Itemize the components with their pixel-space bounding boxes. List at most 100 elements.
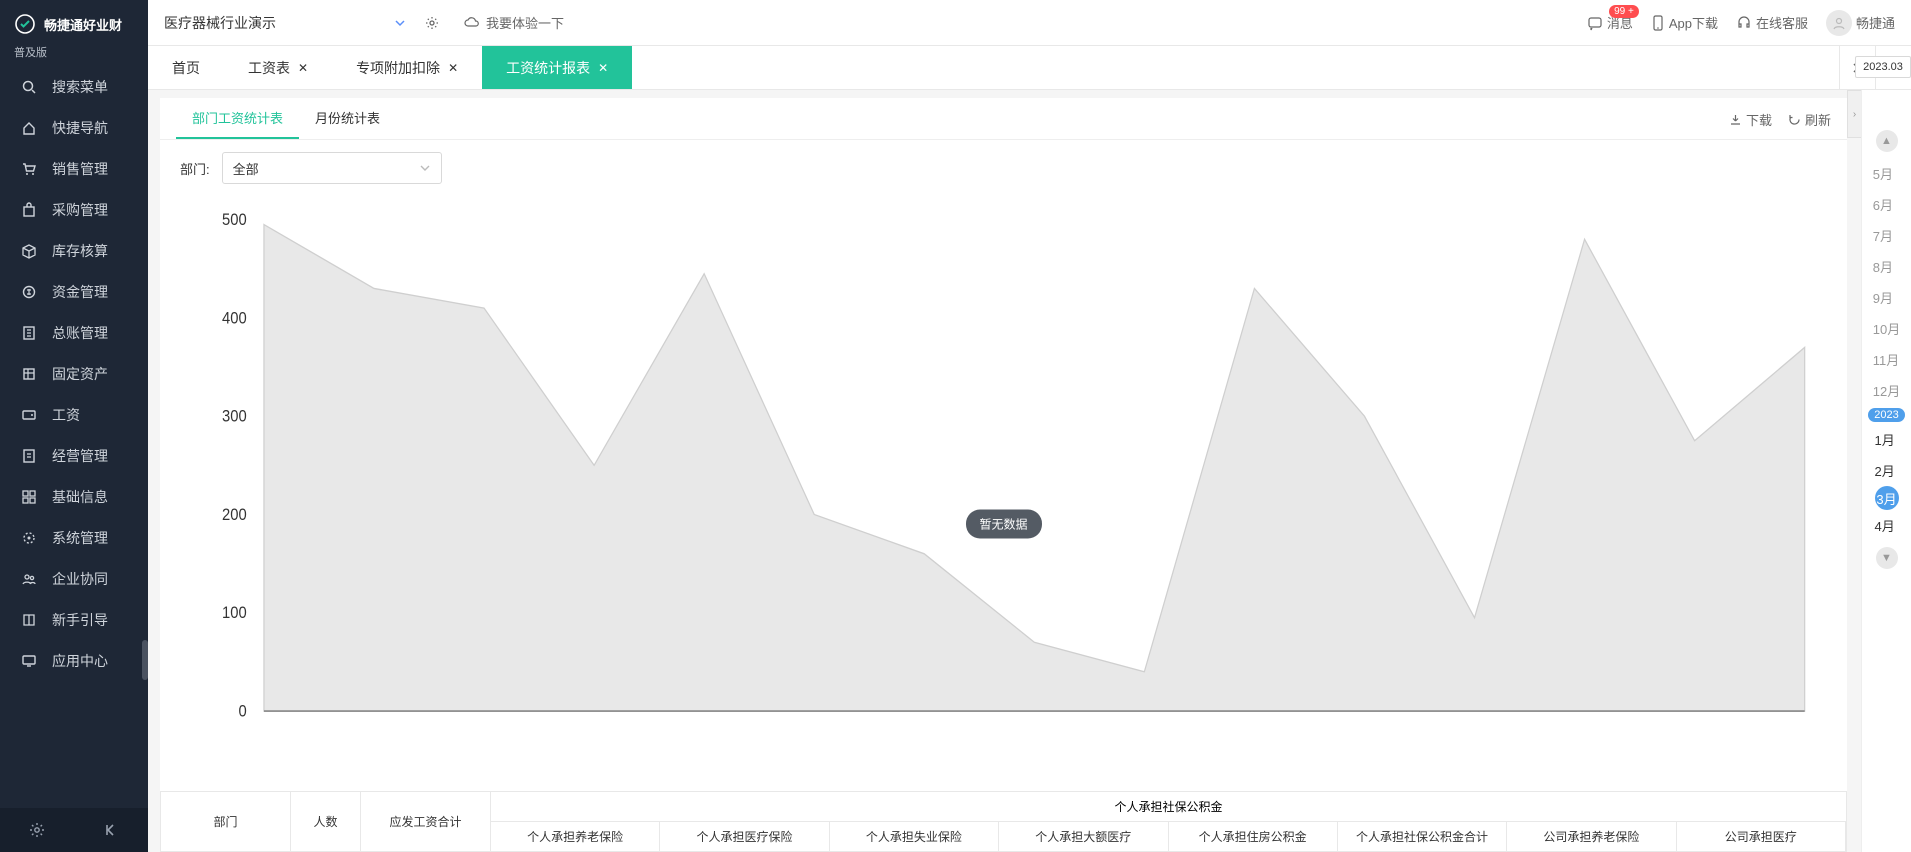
org-selector[interactable]: 医疗器械行业演示 [164,13,406,33]
ledger-icon [20,324,38,342]
sidebar-item-label: 销售管理 [52,159,108,179]
subtab-0[interactable]: 部门工资统计表 [176,98,299,139]
tab-0[interactable]: 首页 [148,46,224,89]
sidebar-item-label: 企业协同 [52,569,108,589]
period-tag[interactable]: 2023.03 [1855,56,1911,78]
th-subcell-4: 个人承担住房公积金 [1169,822,1338,852]
sidebar-item-10[interactable]: 基础信息 [0,476,148,517]
sidebar-item-2[interactable]: 销售管理 [0,148,148,189]
sidebar-item-label: 工资 [52,405,80,425]
sidebar-item-8[interactable]: 工资 [0,394,148,435]
team-icon [20,570,38,588]
tab-label: 首页 [172,58,200,78]
sidebar-item-4[interactable]: 库存核算 [0,230,148,271]
subtab-1[interactable]: 月份统计表 [299,98,396,139]
download-button[interactable]: 下载 [1729,110,1772,139]
chart-container: 0100200300400500 暂无数据 [160,196,1847,852]
th-subcell-6: 公司承担养老保险 [1507,822,1676,852]
th-cell-2: 应发工资合计 [361,792,491,852]
asset-icon [20,365,38,383]
sidebar-item-label: 经营管理 [52,446,108,466]
month-10月[interactable]: 10月 [1873,313,1900,344]
month-scroll-up[interactable]: ▲ [1876,130,1898,152]
month-1月[interactable]: 1月 [1875,424,1899,455]
month-5月[interactable]: 5月 [1873,158,1900,189]
tab-2[interactable]: 专项附加扣除✕ [332,46,482,89]
month-12月[interactable]: 12月 [1873,375,1900,406]
try-experience-button[interactable]: 我要体验一下 [464,13,564,32]
th-group: 个人承担社保公积金个人承担养老保险个人承担医疗保险个人承担失业保险个人承担大额医… [491,792,1846,852]
refresh-icon [1788,113,1801,126]
customer-service-button[interactable]: 在线客服 [1736,13,1808,32]
month-7月[interactable]: 7月 [1873,220,1900,251]
download-label: 下载 [1746,110,1772,129]
month-scroll-down[interactable]: ▼ [1876,547,1898,569]
svg-text:400: 400 [222,310,247,328]
sidebar-item-label: 资金管理 [52,282,108,302]
message-icon [1587,15,1603,31]
sidebar-item-13[interactable]: 新手引导 [0,599,148,640]
org-settings-icon[interactable] [424,15,440,31]
message-button[interactable]: 消息 99 + [1587,13,1633,32]
sidebar-item-12[interactable]: 企业协同 [0,558,148,599]
sidebar-item-5[interactable]: 资金管理 [0,271,148,312]
dept-filter-select[interactable]: 全部 [222,152,442,184]
salary-chart: 0100200300400500 [190,206,1817,752]
month-9月[interactable]: 9月 [1873,282,1900,313]
device-icon [20,652,38,670]
sidebar-item-label: 快捷导航 [52,118,108,138]
dept-filter-value: 全部 [233,159,259,178]
th-subcell-3: 个人承担大额医疗 [999,822,1168,852]
sidebar-item-11[interactable]: 系统管理 [0,517,148,558]
sidebar-item-label: 应用中心 [52,651,108,671]
close-icon[interactable]: ✕ [298,61,308,75]
month-11月[interactable]: 11月 [1873,344,1900,375]
tab-1[interactable]: 工资表✕ [224,46,332,89]
coin-icon [20,283,38,301]
collapse-sidebar-button[interactable] [74,808,148,852]
sidebar-item-1[interactable]: 快捷导航 [0,107,148,148]
box-icon [20,242,38,260]
svg-text:300: 300 [222,408,247,426]
sidebar-item-14[interactable]: 应用中心 [0,640,148,681]
chevron-down-icon [394,17,406,29]
gear-dash-icon [20,529,38,547]
report-panel: 部门工资统计表月份统计表 下载 刷新 部门: 全部 01002003004005… [160,98,1847,852]
sidebar-item-0[interactable]: 搜索菜单 [0,66,148,107]
user-menu[interactable]: 畅捷通 [1826,10,1895,36]
headset-icon [1736,15,1752,31]
sidebar-item-label: 总账管理 [52,323,108,343]
tabs-bar: 首页 工资表✕专项附加扣除✕工资统计报表✕ [148,46,1911,90]
sidebar-item-6[interactable]: 总账管理 [0,312,148,353]
month-rail-expand[interactable]: › [1847,90,1861,138]
svg-text:500: 500 [222,211,247,229]
sidebar: 畅捷通好业财 普及版 搜索菜单快捷导航销售管理采购管理库存核算资金管理总账管理固… [0,0,148,852]
home-icon [20,119,38,137]
download-icon [1729,113,1742,126]
month-8月[interactable]: 8月 [1873,251,1900,282]
month-3月[interactable]: 3月 [1875,486,1899,510]
month-4月[interactable]: 4月 [1875,510,1899,541]
month-6月[interactable]: 6月 [1873,189,1900,220]
tab-3[interactable]: 工资统计报表✕ [482,46,632,89]
sidebar-item-label: 采购管理 [52,200,108,220]
table-header: 部门人数应发工资合计个人承担社保公积金个人承担养老保险个人承担医疗保险个人承担失… [160,791,1847,852]
doc-icon [20,447,38,465]
close-icon[interactable]: ✕ [448,61,458,75]
header-actions: 消息 99 + App下载 在线客服 畅捷通 [1587,10,1895,36]
subtabs-row: 部门工资统计表月份统计表 下载 刷新 [160,98,1847,140]
sidebar-item-7[interactable]: 固定资产 [0,353,148,394]
month-2月[interactable]: 2月 [1875,455,1899,486]
sidebar-item-3[interactable]: 采购管理 [0,189,148,230]
search-icon [20,78,38,96]
sidebar-item-9[interactable]: 经营管理 [0,435,148,476]
logo-icon [14,13,36,35]
cart-icon [20,160,38,178]
brand-edition: 普及版 [0,44,148,60]
app-download-button[interactable]: App下载 [1651,13,1718,32]
refresh-button[interactable]: 刷新 [1788,110,1831,139]
close-icon[interactable]: ✕ [598,61,608,75]
settings-button[interactable] [0,808,74,852]
sidebar-header: 畅捷通好业财 [0,0,148,48]
content-area: 部门工资统计表月份统计表 下载 刷新 部门: 全部 01002003004005… [148,90,1911,852]
